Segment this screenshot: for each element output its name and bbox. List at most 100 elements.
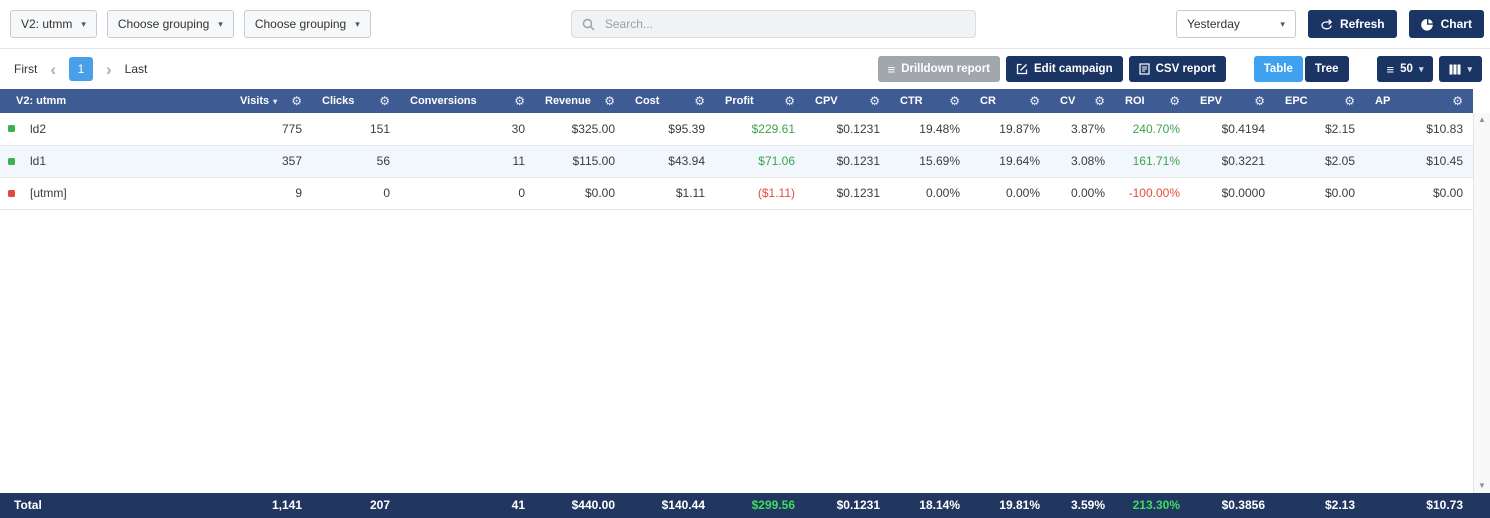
- cell-clicks: 151: [312, 113, 400, 146]
- column-header-cv[interactable]: CV ⚙: [1050, 89, 1115, 113]
- prev-page-icon[interactable]: ‹: [50, 59, 56, 79]
- column-settings-gear-icon[interactable]: ⚙: [514, 94, 525, 108]
- tree-view-toggle[interactable]: Tree: [1304, 56, 1349, 82]
- column-header-name[interactable]: V2: utmm: [0, 89, 230, 113]
- column-header-cr[interactable]: CR ⚙: [970, 89, 1050, 113]
- cell-cost: $1.11: [625, 177, 715, 210]
- column-settings-gear-icon[interactable]: ⚙: [1452, 94, 1463, 108]
- column-header-clicks[interactable]: Clicks ⚙: [312, 89, 400, 113]
- vertical-scrollbar[interactable]: ▲ ▼: [1473, 113, 1490, 493]
- edit-campaign-label: Edit campaign: [1034, 63, 1113, 75]
- csv-report-label: CSV report: [1155, 63, 1216, 75]
- pie-chart-icon: [1420, 18, 1433, 31]
- rows-per-page-select[interactable]: ≡ 50 ▾: [1376, 56, 1434, 82]
- scroll-up-arrow-icon[interactable]: ▲: [1478, 115, 1486, 124]
- column-header-ap[interactable]: AP ⚙: [1365, 89, 1473, 113]
- cell-cv: 0.00%: [1050, 177, 1115, 210]
- total-cpv: $0.1231: [805, 493, 890, 518]
- column-header-epv[interactable]: EPV ⚙: [1190, 89, 1275, 113]
- column-header-profit[interactable]: Profit ⚙: [715, 89, 805, 113]
- total-conversions: 41: [400, 493, 535, 518]
- first-page-link[interactable]: First: [14, 62, 38, 76]
- column-settings-gear-icon[interactable]: ⚙: [379, 94, 390, 108]
- total-filler: [1473, 493, 1490, 518]
- table-row[interactable]: ld2 775 151 30 $325.00 $95.39 $229.61 $0.1231 19…: [0, 113, 1473, 146]
- next-page-icon[interactable]: ›: [106, 59, 112, 79]
- column-header-cost[interactable]: Cost ⚙: [625, 89, 715, 113]
- column-settings-gear-icon[interactable]: ⚙: [1029, 94, 1040, 108]
- column-settings-gear-icon[interactable]: ⚙: [1344, 94, 1355, 108]
- row-name-cell: [utmm]: [0, 177, 230, 210]
- scroll-down-arrow-icon[interactable]: ▼: [1478, 481, 1486, 490]
- campaign-select[interactable]: V2: utmm ▾: [10, 10, 97, 38]
- columns-icon: [1449, 64, 1461, 74]
- edit-campaign-button[interactable]: Edit campaign: [1006, 56, 1123, 82]
- grouping-select-1[interactable]: Choose grouping ▾: [106, 10, 234, 38]
- column-label: Profit: [725, 95, 754, 107]
- column-settings-gear-icon[interactable]: ⚙: [1254, 94, 1265, 108]
- cell-epc: $0.00: [1275, 177, 1365, 210]
- cell-cr: 0.00%: [970, 177, 1050, 210]
- search-box[interactable]: [570, 10, 976, 38]
- csv-report-button[interactable]: CSV report: [1128, 56, 1226, 82]
- column-header-conversions[interactable]: Conversions ⚙: [400, 89, 535, 113]
- date-range-select[interactable]: Yesterday ▾: [1175, 10, 1296, 38]
- grouping-select-1-value: Choose grouping: [117, 17, 210, 31]
- total-visits: 1,141: [230, 493, 312, 518]
- total-ap: $10.73: [1365, 493, 1473, 518]
- cell-profit: ($1.11): [715, 177, 805, 210]
- cell-conversions: 30: [400, 113, 535, 146]
- last-page-link[interactable]: Last: [124, 62, 148, 76]
- column-label: CR: [980, 95, 996, 107]
- column-settings-gear-icon[interactable]: ⚙: [604, 94, 615, 108]
- table-body: ld2 775 151 30 $325.00 $95.39 $229.61 $0.1231 19…: [0, 113, 1473, 210]
- refresh-button[interactable]: Refresh: [1307, 10, 1397, 38]
- current-page-button[interactable]: 1: [69, 57, 93, 81]
- action-buttons: ≡ Drilldown report Edit campaign CSV rep…: [877, 56, 1482, 82]
- column-header-ctr[interactable]: CTR ⚙: [890, 89, 970, 113]
- cell-ap: $10.45: [1365, 145, 1473, 178]
- cell-ap: $10.83: [1365, 113, 1473, 146]
- cell-cv: 3.87%: [1050, 113, 1115, 146]
- row-name: [utmm]: [30, 186, 67, 200]
- column-header-revenue[interactable]: Revenue ⚙: [535, 89, 625, 113]
- refresh-label: Refresh: [1339, 17, 1385, 31]
- column-header-roi[interactable]: ROI ⚙: [1115, 89, 1190, 113]
- list-icon: ≡: [887, 61, 896, 77]
- column-settings-gear-icon[interactable]: ⚙: [1094, 94, 1105, 108]
- chart-label: Chart: [1440, 17, 1472, 31]
- chevron-down-icon: ▾: [218, 18, 223, 29]
- table-row[interactable]: ld1 357 56 11 $115.00 $43.94 $71.06 $0.1231 15.6…: [0, 145, 1473, 178]
- toolbar: V2: utmm ▾ Choose grouping ▾ Choose grou…: [0, 0, 1490, 49]
- cell-cv: 3.08%: [1050, 145, 1115, 178]
- table-view-toggle[interactable]: Table: [1253, 56, 1303, 82]
- edit-pencil-icon: [1016, 63, 1028, 75]
- column-settings-gear-icon[interactable]: ⚙: [784, 94, 795, 108]
- column-header-visits[interactable]: Visits ▾ ⚙: [230, 89, 312, 113]
- column-settings-gear-icon[interactable]: ⚙: [694, 94, 705, 108]
- cell-roi: -100.00%: [1115, 177, 1190, 210]
- column-settings-gear-icon[interactable]: ⚙: [291, 94, 302, 108]
- column-settings-gear-icon[interactable]: ⚙: [869, 94, 880, 108]
- row-name-cell: ld1: [0, 145, 230, 178]
- column-label: CPV: [815, 95, 838, 107]
- table-row[interactable]: [utmm] 9 0 0 $0.00 $1.11 ($1.11) $0.1231 0.00% 0.…: [0, 177, 1473, 210]
- column-label: EPV: [1200, 95, 1223, 107]
- drilldown-report-button[interactable]: ≡ Drilldown report: [877, 56, 1000, 82]
- column-settings-gear-icon[interactable]: ⚙: [949, 94, 960, 108]
- column-header-epc[interactable]: EPC ⚙: [1275, 89, 1365, 113]
- chevron-down-icon: ▾: [355, 18, 360, 29]
- column-settings-gear-icon[interactable]: ⚙: [1169, 94, 1180, 108]
- total-row: Total 1,141 207 41 $440.00 $140.44 $299.56 $0.1…: [0, 493, 1490, 518]
- pagination: First ‹ 1 › Last: [14, 57, 147, 81]
- grouping-select-2-value: Choose grouping: [254, 17, 347, 31]
- row-name-cell: ld2: [0, 113, 230, 146]
- cell-cr: 19.87%: [970, 113, 1050, 146]
- columns-select[interactable]: ▾: [1439, 56, 1482, 82]
- column-header-cpv[interactable]: CPV ⚙: [805, 89, 890, 113]
- column-label: EPC: [1285, 95, 1308, 107]
- column-label: Visits: [240, 95, 270, 107]
- search-input[interactable]: [602, 16, 965, 32]
- chart-button[interactable]: Chart: [1408, 10, 1484, 38]
- grouping-select-2[interactable]: Choose grouping ▾: [243, 10, 371, 38]
